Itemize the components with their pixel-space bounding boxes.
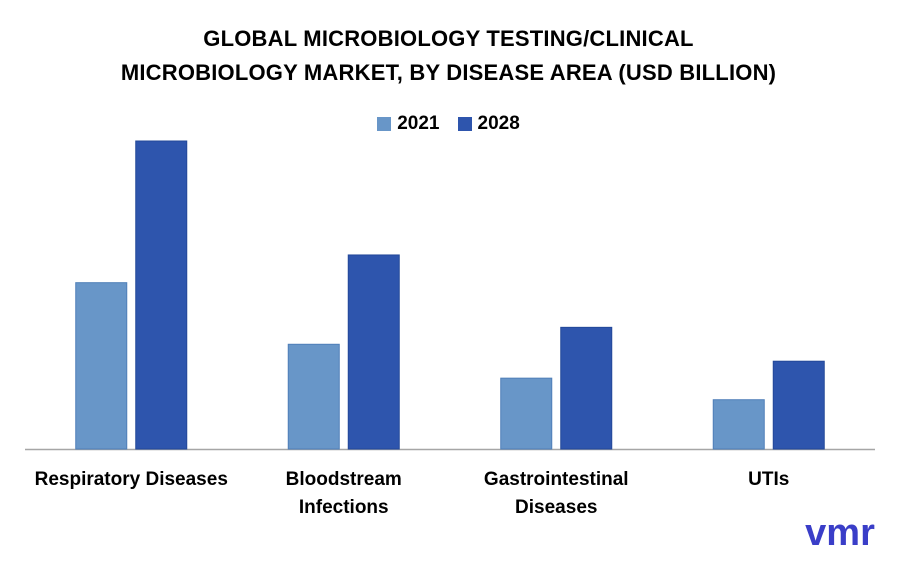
category-label-2-line-0: Gastrointestinal	[484, 469, 629, 490]
logo-text: vmr	[805, 513, 875, 553]
category-label-1-line-1: Infections	[299, 497, 389, 518]
bar-2028-gastrointestinal-diseases	[560, 326, 613, 450]
legend-item-2028: 2028	[457, 113, 520, 135]
bar-2021-gastrointestinal-diseases	[500, 377, 553, 450]
chart-title-line-1: GLOBAL MICROBIOLOGY TESTING/CLINICAL	[203, 26, 694, 51]
bar-2021-respiratory-diseases	[75, 282, 128, 450]
legend-swatch-2021	[377, 117, 392, 131]
bar-2028-utis	[772, 360, 825, 450]
legend: 2021 2028	[0, 113, 897, 135]
legend-label-2021: 2021	[397, 113, 440, 134]
bar-2028-respiratory-diseases	[135, 140, 188, 450]
legend-item-2021: 2021	[377, 113, 440, 135]
chart-title-line-2: MICROBIOLOGY MARKET, BY DISEASE AREA (US…	[120, 60, 777, 85]
vmr-logo: vmr	[805, 513, 875, 553]
category-label-2-line-1: Diseases	[515, 497, 597, 518]
legend-swatch-2028	[457, 117, 472, 131]
chart-title: GLOBAL MICROBIOLOGY TESTING/CLINICAL MIC…	[0, 22, 897, 90]
category-label-1-line-0: Bloodstream	[286, 469, 402, 490]
bar-2021-bloodstream-infections	[287, 343, 340, 450]
category-label-3-line-0: UTIs	[748, 469, 789, 490]
bar-2021-utis	[712, 399, 765, 450]
bar-2028-bloodstream-infections	[347, 254, 400, 450]
category-label-0-line-0: Respiratory Diseases	[35, 469, 228, 490]
legend-label-2028: 2028	[477, 113, 520, 134]
